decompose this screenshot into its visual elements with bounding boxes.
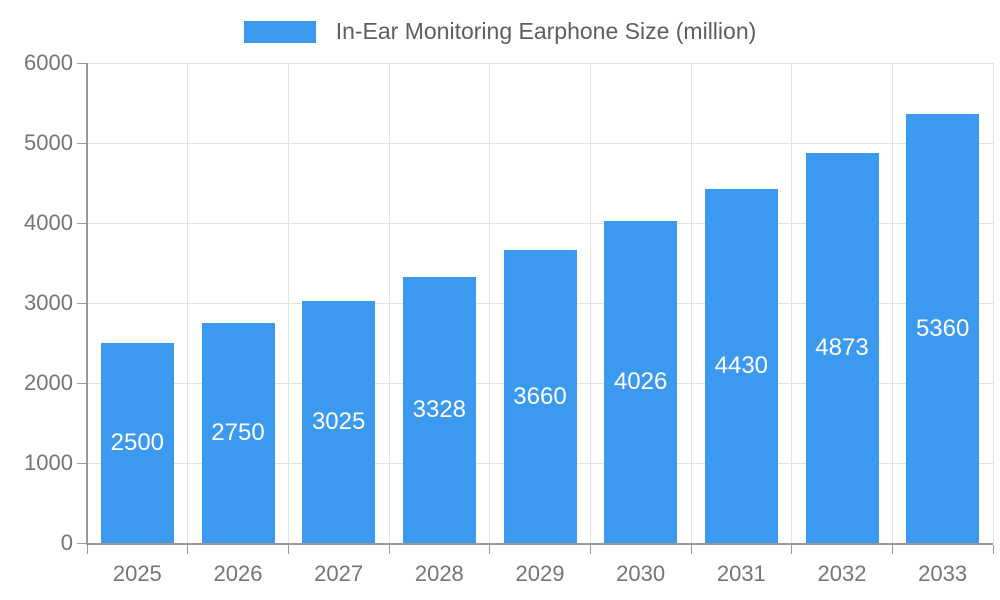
x-axis-line — [86, 543, 993, 545]
y-axis-tick — [77, 463, 87, 464]
x-axis-label-2033: 2033 — [918, 561, 968, 586]
bar-2030: 4026 — [604, 220, 678, 543]
y-axis-tick — [77, 143, 87, 144]
gridline-vertical — [992, 63, 994, 543]
x-axis-tick — [388, 545, 390, 554]
bar-2025: 2500 — [100, 343, 174, 543]
gridline-horizontal — [87, 222, 993, 224]
x-axis-label-2031: 2031 — [716, 561, 766, 586]
bar-value-label: 2500 — [110, 429, 165, 456]
gridline-vertical — [891, 63, 893, 543]
x-axis-tick — [489, 545, 491, 554]
y-axis-label: 4000 — [24, 210, 73, 235]
y-axis-label: 5000 — [24, 130, 73, 155]
y-axis-tick — [77, 223, 87, 224]
y-axis-label: 0 — [60, 530, 73, 555]
y-axis-tick — [77, 303, 87, 304]
x-axis-tick — [589, 545, 591, 554]
y-axis-tick — [77, 63, 87, 64]
x-axis-label-2026: 2026 — [213, 561, 263, 586]
legend[interactable]: In-Ear Monitoring Earphone Size (million… — [0, 18, 1000, 45]
x-axis-label-2030: 2030 — [616, 561, 666, 586]
gridline-horizontal — [87, 62, 993, 64]
bar-value-label: 4026 — [613, 367, 668, 395]
y-axis-line — [86, 63, 88, 543]
bar-value-label: 3660 — [513, 382, 567, 410]
x-axis-label-2028: 2028 — [414, 561, 464, 586]
plot-area: 2500 2750 3025 3328 3660 4026 4430 4873 5360 — [87, 62, 994, 543]
x-axis-label-2032: 2032 — [817, 561, 867, 586]
y-axis-tick — [77, 383, 87, 384]
bar-value-label: 5360 — [915, 314, 970, 342]
gridline-vertical — [791, 63, 793, 543]
legend-label[interactable]: In-Ear Monitoring Earphone Size (million… — [335, 18, 757, 44]
bar-value-label: 2750 — [211, 419, 265, 446]
x-axis-tick — [187, 545, 189, 554]
x-axis-label-2025: 2025 — [112, 561, 162, 586]
bar-value-label: 4873 — [815, 334, 869, 362]
x-axis-tick — [287, 545, 289, 554]
y-axis-label: 1000 — [24, 450, 73, 475]
bar-2029: 3660 — [503, 250, 577, 543]
bar-2032: 4873 — [805, 153, 879, 543]
y-axis-label: 2000 — [24, 370, 73, 395]
gridline-vertical — [489, 63, 491, 543]
y-axis-label: 3000 — [24, 290, 73, 315]
x-axis-tick — [891, 545, 893, 554]
x-axis-tick — [86, 545, 88, 554]
bar-2028: 3328 — [402, 276, 476, 543]
gridline-vertical — [187, 63, 189, 543]
x-axis-tick — [791, 545, 793, 554]
gridline-vertical — [287, 63, 289, 543]
bar-2033: 5360 — [906, 114, 980, 543]
bar-2031: 4430 — [704, 188, 778, 543]
x-axis-label-2029: 2029 — [515, 561, 565, 586]
y-axis-label: 6000 — [24, 50, 73, 75]
x-axis-label-2027: 2027 — [314, 561, 364, 586]
x-axis-tick — [992, 545, 994, 554]
x-axis-tick — [690, 545, 692, 554]
gridline-horizontal — [87, 142, 993, 144]
legend-swatch[interactable] — [243, 20, 316, 43]
y-axis-tick — [77, 543, 87, 544]
bar-2027: 3025 — [302, 301, 376, 543]
gridline-vertical — [690, 63, 692, 543]
gridline-vertical — [388, 63, 390, 543]
bar-value-label: 3328 — [412, 395, 467, 423]
bar-2026: 2750 — [201, 323, 275, 543]
bar-value-label: 4430 — [714, 351, 769, 379]
gridline-vertical — [589, 63, 591, 543]
bar-value-label: 3025 — [311, 408, 366, 435]
